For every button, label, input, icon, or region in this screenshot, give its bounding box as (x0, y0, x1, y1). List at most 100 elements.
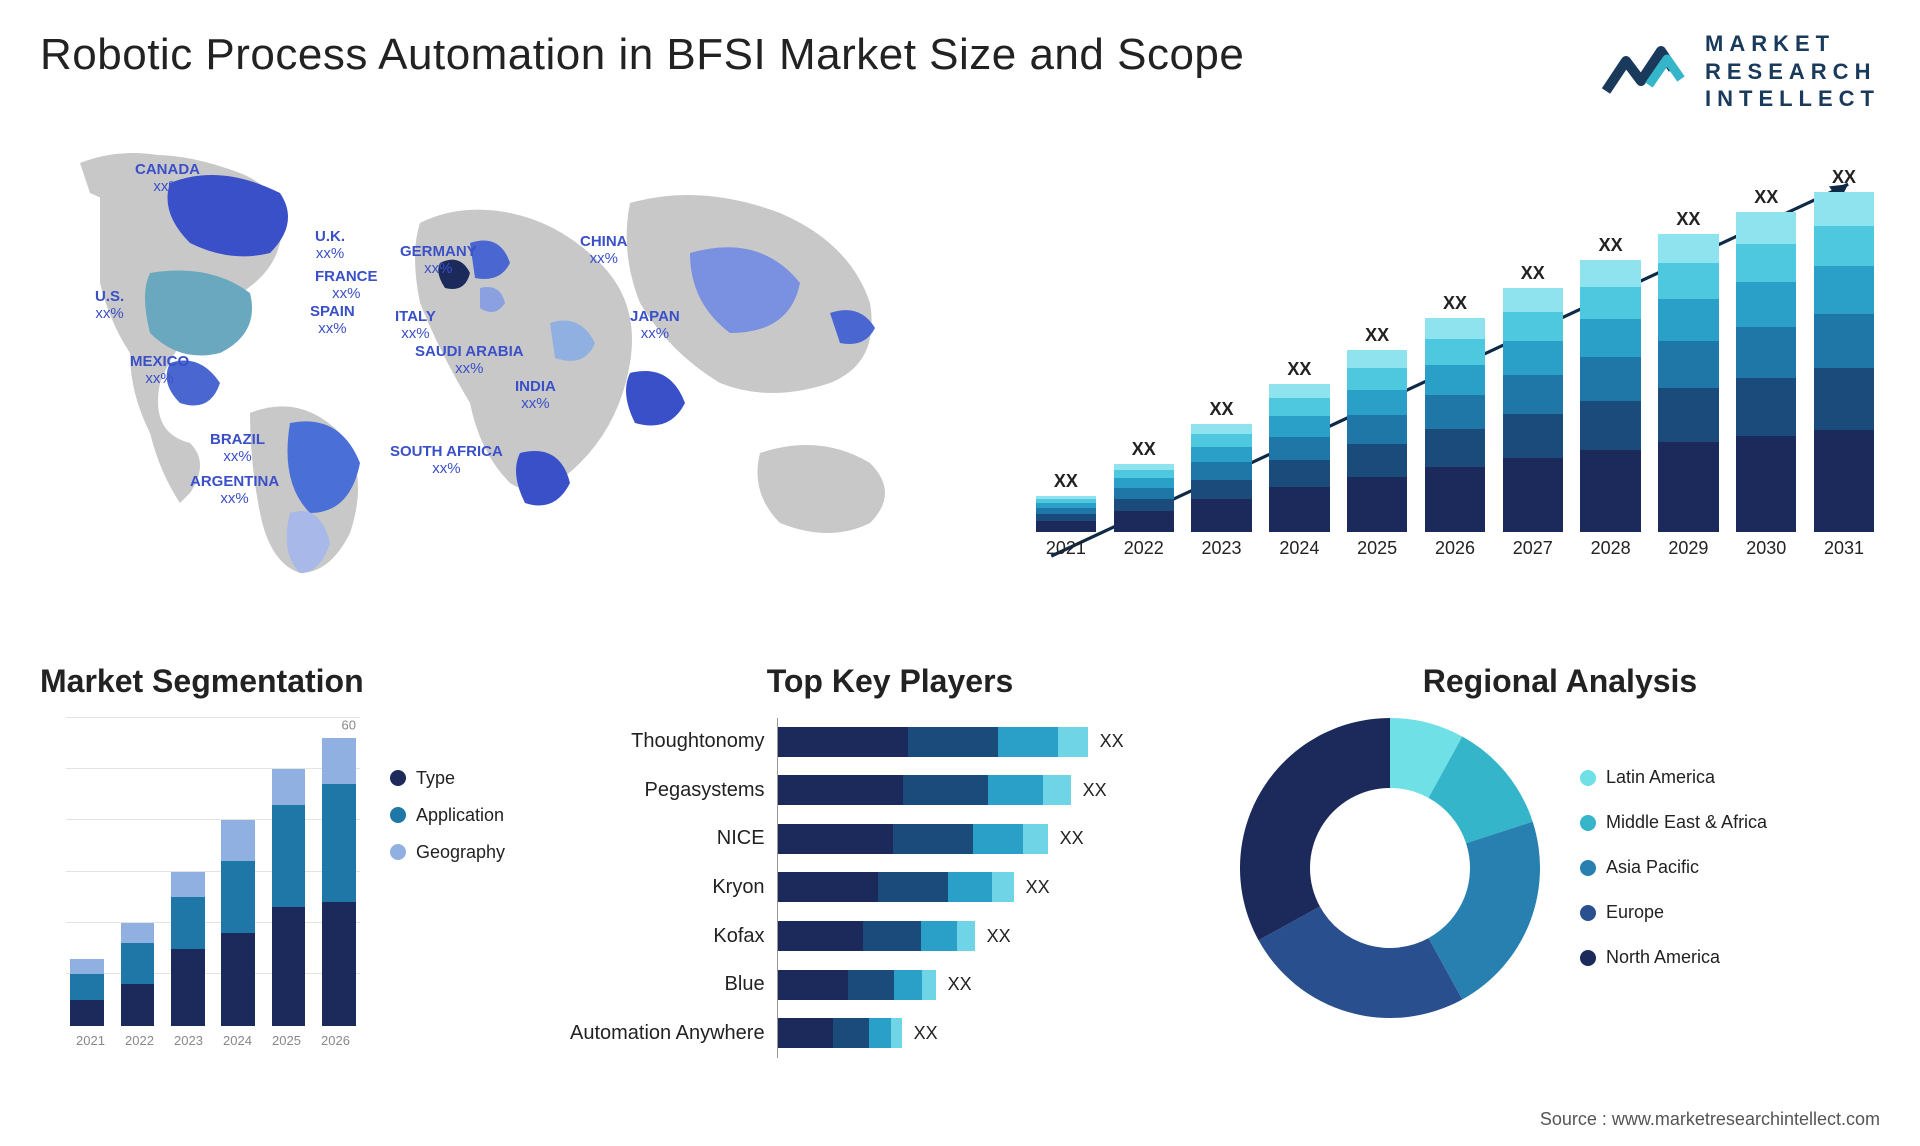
growth-bar-stack (1191, 424, 1251, 532)
legend-swatch (390, 807, 406, 823)
source-text: Source : www.marketresearchintellect.com (1540, 1109, 1880, 1130)
map-label-saudi-arabia: SAUDI ARABIAxx% (415, 343, 524, 378)
kp-value-label: XX (1100, 731, 1124, 752)
regional-legend-item: North America (1580, 947, 1767, 968)
kp-bar-row: XX (778, 869, 1210, 905)
legend-label: Type (416, 768, 455, 789)
legend-swatch (1580, 770, 1596, 786)
kp-value-label: XX (1026, 877, 1050, 898)
page-title: Robotic Process Automation in BFSI Marke… (40, 30, 1244, 80)
growth-bar-stack (1425, 318, 1485, 532)
legend-swatch (1580, 815, 1596, 831)
legend-label: Geography (416, 842, 505, 863)
growth-bar-label: XX (1599, 235, 1623, 256)
map-label-mexico: MEXICOxx% (130, 353, 189, 388)
key-players-bars: XX XX XX XX XX XX XX (777, 718, 1210, 1058)
seg-year-label: 2026 (311, 1033, 360, 1048)
regional-legend: Latin America Middle East & Africa Asia Pa… (1580, 767, 1767, 968)
logo-text-2: RESEARCH (1705, 58, 1880, 86)
seg-bar-2025 (267, 769, 309, 1026)
legend-label: Europe (1606, 902, 1664, 923)
kp-value-label: XX (914, 1023, 938, 1044)
growth-year-label: 2024 (1279, 538, 1319, 559)
kp-label: NICE (570, 827, 765, 850)
growth-bar-label: XX (1365, 325, 1389, 346)
growth-bar-2028: XX 2028 (1575, 235, 1647, 559)
legend-swatch (1580, 860, 1596, 876)
growth-bar-2029: XX 2029 (1653, 209, 1725, 559)
seg-legend-item: Application (390, 805, 505, 826)
legend-label: Middle East & Africa (1606, 812, 1767, 833)
kp-label: Pegasystems (570, 779, 765, 802)
growth-bar-2022: XX2022 (1108, 439, 1180, 559)
legend-swatch (1580, 905, 1596, 921)
growth-year-label: 2023 (1202, 538, 1242, 559)
growth-year-label: 2031 (1824, 538, 1864, 559)
logo-text-1: MARKET (1705, 30, 1880, 58)
growth-bar-stack (1269, 384, 1329, 532)
growth-bar-stack (1114, 464, 1174, 532)
kp-bar-row: XX (778, 724, 1210, 760)
seg-year-label: 2025 (262, 1033, 311, 1048)
growth-year-label: 2026 (1435, 538, 1475, 559)
growth-year-label: 2028 (1591, 538, 1631, 559)
seg-year-label: 2023 (164, 1033, 213, 1048)
legend-label: Application (416, 805, 504, 826)
growth-year-label: 2025 (1357, 538, 1397, 559)
kp-value-label: XX (987, 926, 1011, 947)
growth-bar-label: XX (1054, 471, 1078, 492)
kp-label: Kryon (570, 876, 765, 899)
map-label-u-s-: U.S.xx% (95, 288, 124, 323)
seg-year-label: 2022 (115, 1033, 164, 1048)
legend-label: Asia Pacific (1606, 857, 1699, 878)
kp-label: Blue (570, 973, 765, 996)
growth-bar-stack (1736, 212, 1796, 532)
growth-chart: XX2021XX2022XX2023XX2024XX2025XX2026XX20… (1030, 133, 1880, 613)
growth-year-label: 2027 (1513, 538, 1553, 559)
segmentation-panel: Market Segmentation 10203040506020212022… (40, 663, 540, 1083)
kp-bar-row: XX (778, 1015, 1210, 1051)
seg-bar-2024 (217, 820, 259, 1025)
growth-bar-label: XX (1132, 439, 1156, 460)
kp-label: Kofax (570, 925, 765, 948)
legend-swatch (1580, 950, 1596, 966)
growth-bar-2031: XX2031 (1808, 167, 1880, 559)
kp-bar-row: XX (778, 918, 1210, 954)
growth-bar-2021: XX 2021 (1030, 471, 1102, 559)
regional-donut-chart (1240, 718, 1540, 1018)
regional-legend-item: Latin America (1580, 767, 1767, 788)
map-label-india: INDIAxx% (515, 378, 556, 413)
growth-bar-stack (1814, 192, 1874, 532)
legend-label: North America (1606, 947, 1720, 968)
growth-bar-stack (1036, 496, 1096, 532)
map-label-canada: CANADAxx% (135, 161, 200, 196)
growth-bar-stack (1503, 288, 1563, 532)
logo: MARKET RESEARCH INTELLECT (1601, 30, 1880, 113)
growth-bar-2030: XX 2030 (1730, 187, 1802, 559)
kp-value-label: XX (1083, 780, 1107, 801)
map-label-u-k-: U.K.xx% (315, 228, 345, 263)
growth-bar-stack (1658, 234, 1718, 532)
kp-value-label: XX (948, 974, 972, 995)
growth-year-label: 2030 (1746, 538, 1786, 559)
seg-legend-item: Geography (390, 842, 505, 863)
growth-bar-label: XX (1754, 187, 1778, 208)
map-label-japan: JAPANxx% (630, 308, 680, 343)
seg-year-label: 2024 (213, 1033, 262, 1048)
segmentation-chart: 102030405060202120222023202420252026 (40, 718, 360, 1048)
map-label-brazil: BRAZILxx% (210, 431, 265, 466)
key-players-panel: Top Key Players ThoughtonomyPegasystemsN… (570, 663, 1210, 1083)
legend-label: Latin America (1606, 767, 1715, 788)
kp-value-label: XX (1060, 828, 1084, 849)
growth-year-label: 2021 (1046, 538, 1086, 559)
growth-bar-stack (1347, 350, 1407, 532)
regional-legend-item: Middle East & Africa (1580, 812, 1767, 833)
regional-legend-item: Europe (1580, 902, 1767, 923)
map-label-italy: ITALYxx% (395, 308, 436, 343)
growth-year-label: 2029 (1668, 538, 1708, 559)
growth-bar-label: XX (1210, 399, 1234, 420)
logo-icon (1601, 41, 1691, 101)
growth-bar-2024: XX2024 (1263, 359, 1335, 559)
growth-bar-2025: XX 2025 (1341, 325, 1413, 559)
growth-bar-label: XX (1676, 209, 1700, 230)
